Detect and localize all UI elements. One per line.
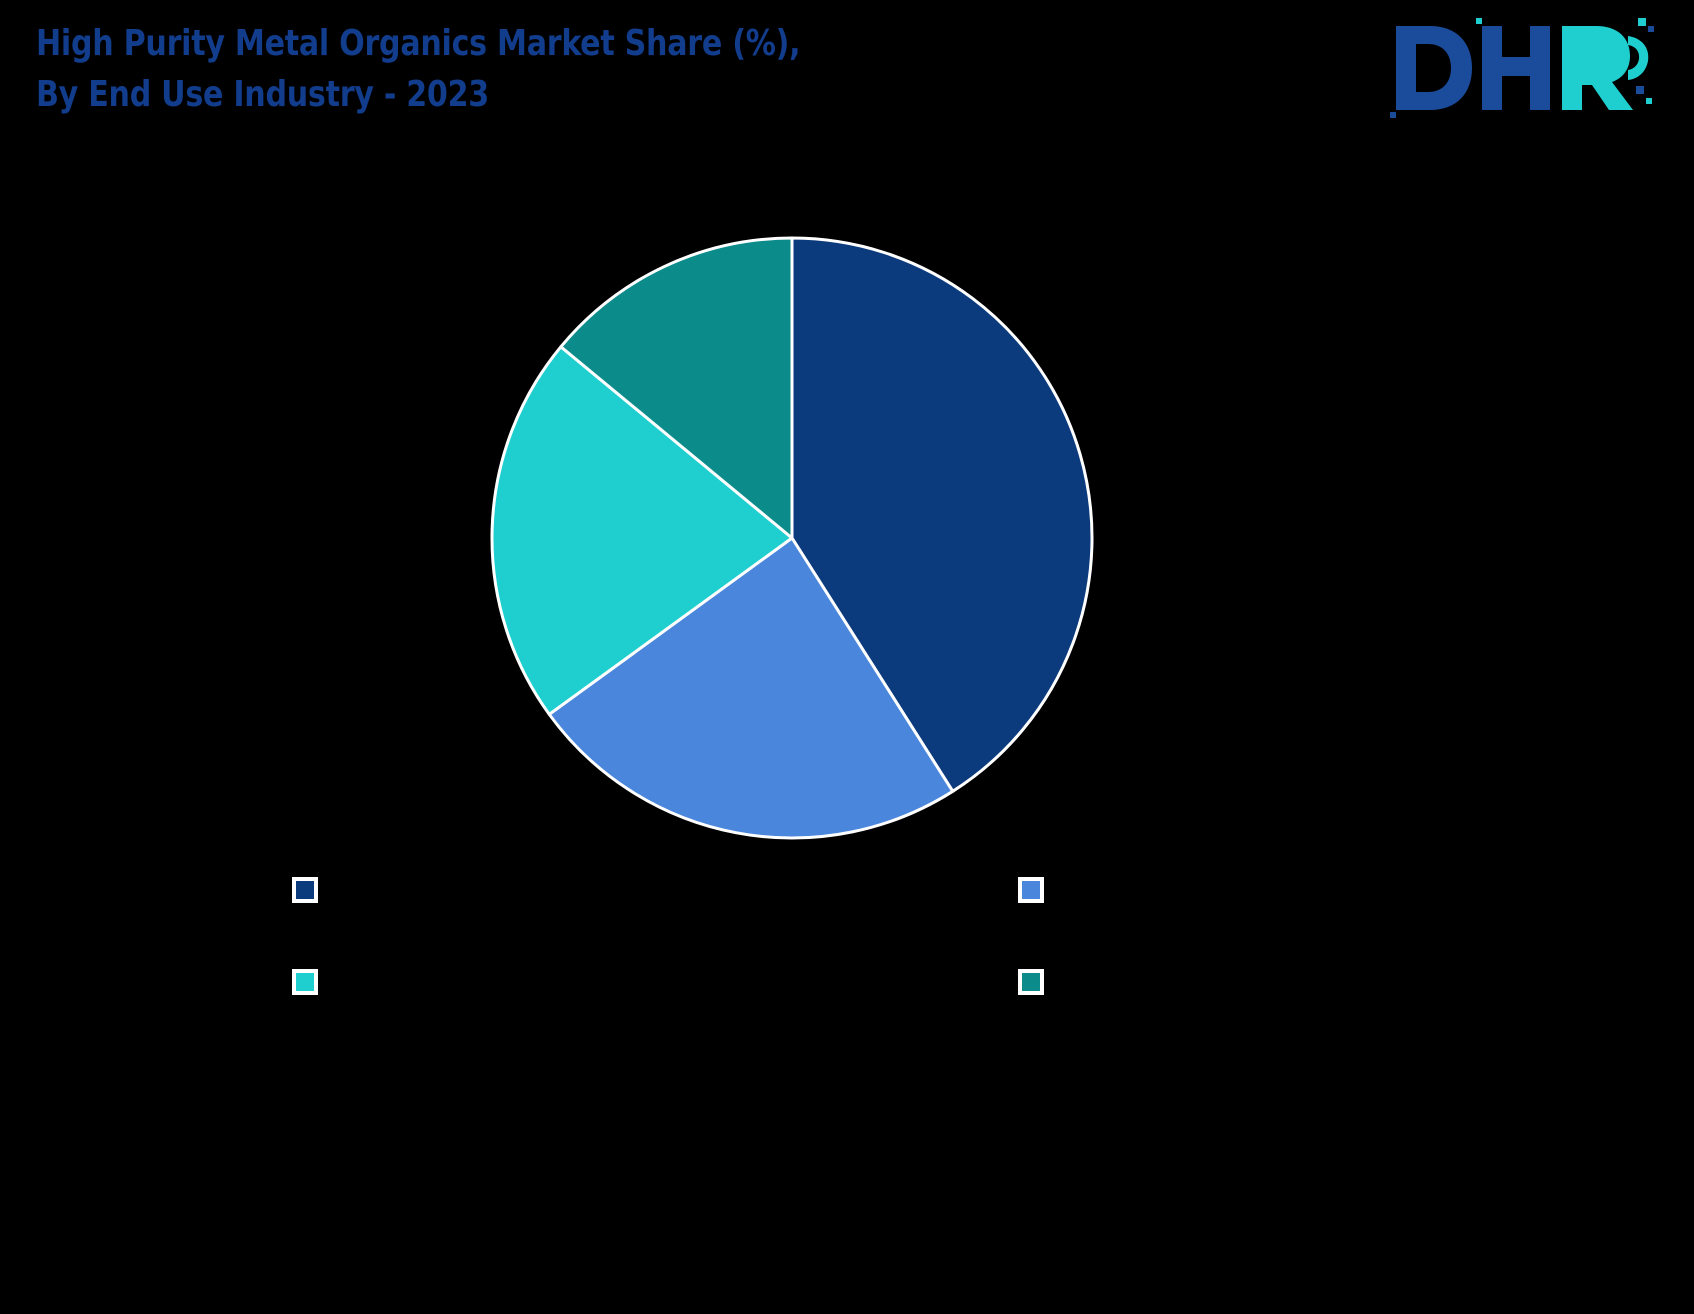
dhr-logo-mark (1390, 18, 1654, 118)
page-title: High Purity Metal Organics Market Share … (36, 23, 801, 116)
legend-item[interactable] (292, 870, 332, 910)
legend-swatch-series-3 (292, 969, 318, 995)
chart-header: High Purity Metal Organics Market Share … (0, 0, 1694, 150)
legend-row (282, 862, 1082, 954)
pie-chart-area (0, 150, 1694, 850)
legend-swatch-color-1 (296, 881, 314, 899)
legend-item[interactable] (1018, 962, 1058, 1002)
pie-slices (490, 236, 1094, 840)
pie-slice-4[interactable] (559, 236, 794, 540)
chart-legend (282, 862, 1082, 1072)
pie-chart (490, 236, 1094, 840)
dhr-logo (1390, 12, 1658, 124)
legend-item[interactable] (1018, 870, 1058, 910)
legend-item[interactable] (292, 962, 332, 1002)
pie-slice-1[interactable] (790, 236, 1094, 793)
pie-slice-2[interactable] (547, 536, 955, 840)
legend-swatch-color-3 (296, 973, 314, 991)
legend-swatch-color-4 (1022, 973, 1040, 991)
legend-swatch-color-2 (1022, 881, 1040, 899)
pie-slice-3[interactable] (490, 345, 794, 716)
legend-row (282, 954, 1082, 1046)
legend-swatch-series-2 (1018, 877, 1044, 903)
legend-swatch-series-1 (292, 877, 318, 903)
legend-swatch-series-4 (1018, 969, 1044, 995)
